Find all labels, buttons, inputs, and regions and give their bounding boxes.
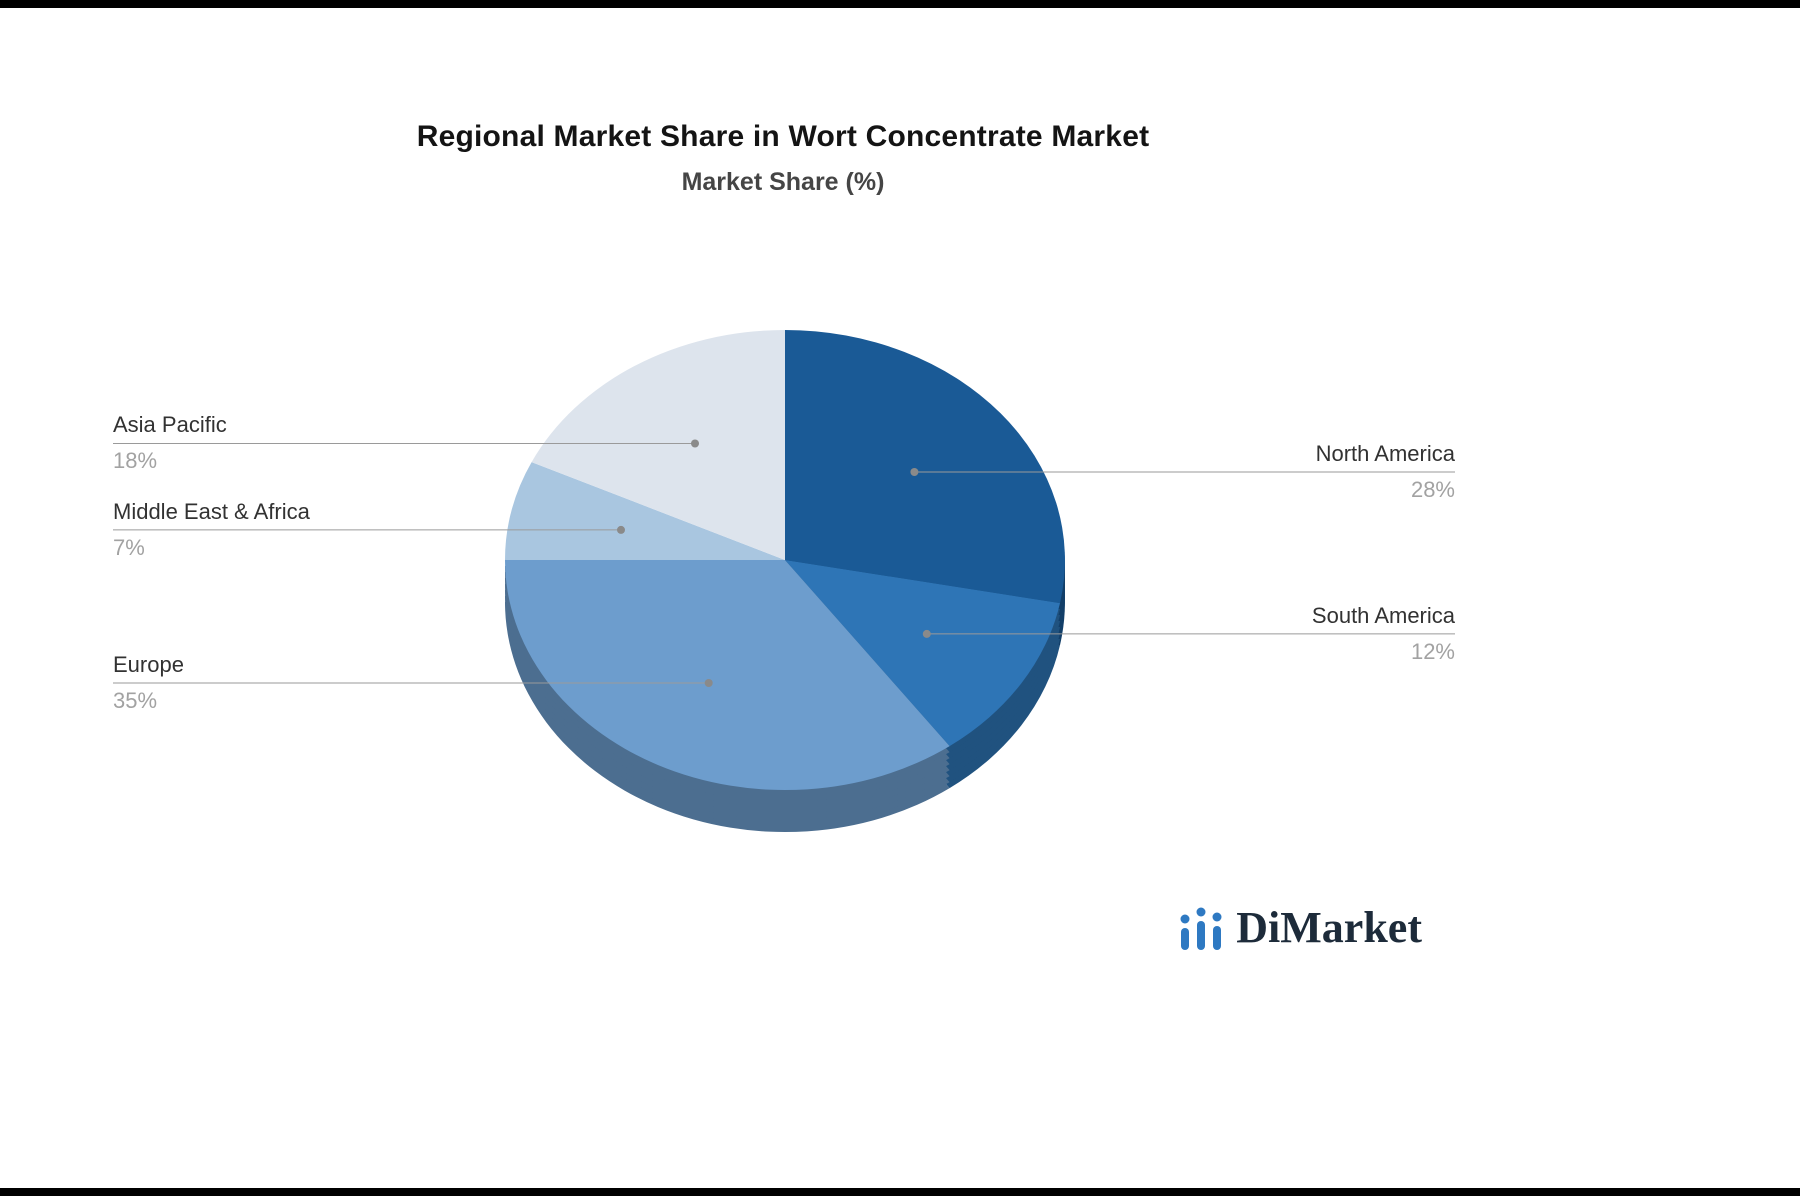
slice-value: 35% <box>113 687 158 713</box>
slice-name: Europe <box>113 651 184 677</box>
chart-header: Regional Market Share in Wort Concentrat… <box>0 118 1566 198</box>
slice-label-asia-pacific: Asia Pacific 18% <box>113 412 227 474</box>
slice-value: 28% <box>1410 477 1455 503</box>
slice-label-south-america: South America 12% <box>1312 603 1455 665</box>
top-border <box>0 0 1800 8</box>
logo-text: DiMarket <box>1236 903 1422 952</box>
slice-label-north-america: North America 28% <box>1316 441 1455 503</box>
bottom-border <box>0 1188 1800 1196</box>
slice-name: North America <box>1315 441 1455 467</box>
slice-value: 12% <box>1410 638 1455 664</box>
slice-name: Asia Pacific <box>113 412 227 438</box>
slice-label-europe: Europe 35% <box>113 652 184 714</box>
slice-value: 18% <box>113 448 158 474</box>
slice-value: 7% <box>113 534 145 560</box>
dimarket-logo: DiMarket <box>1178 906 1422 950</box>
slice-name: South America <box>1311 602 1455 628</box>
bar-chart-icon <box>1178 906 1226 950</box>
slice-label-middle-east-africa: Middle East & Africa 7% <box>113 499 310 561</box>
chart-title: Regional Market Share in Wort Concentrat… <box>416 120 1150 153</box>
slice-name: Middle East & Africa <box>113 498 310 524</box>
chart-subtitle: Market Share (%) <box>681 168 885 196</box>
